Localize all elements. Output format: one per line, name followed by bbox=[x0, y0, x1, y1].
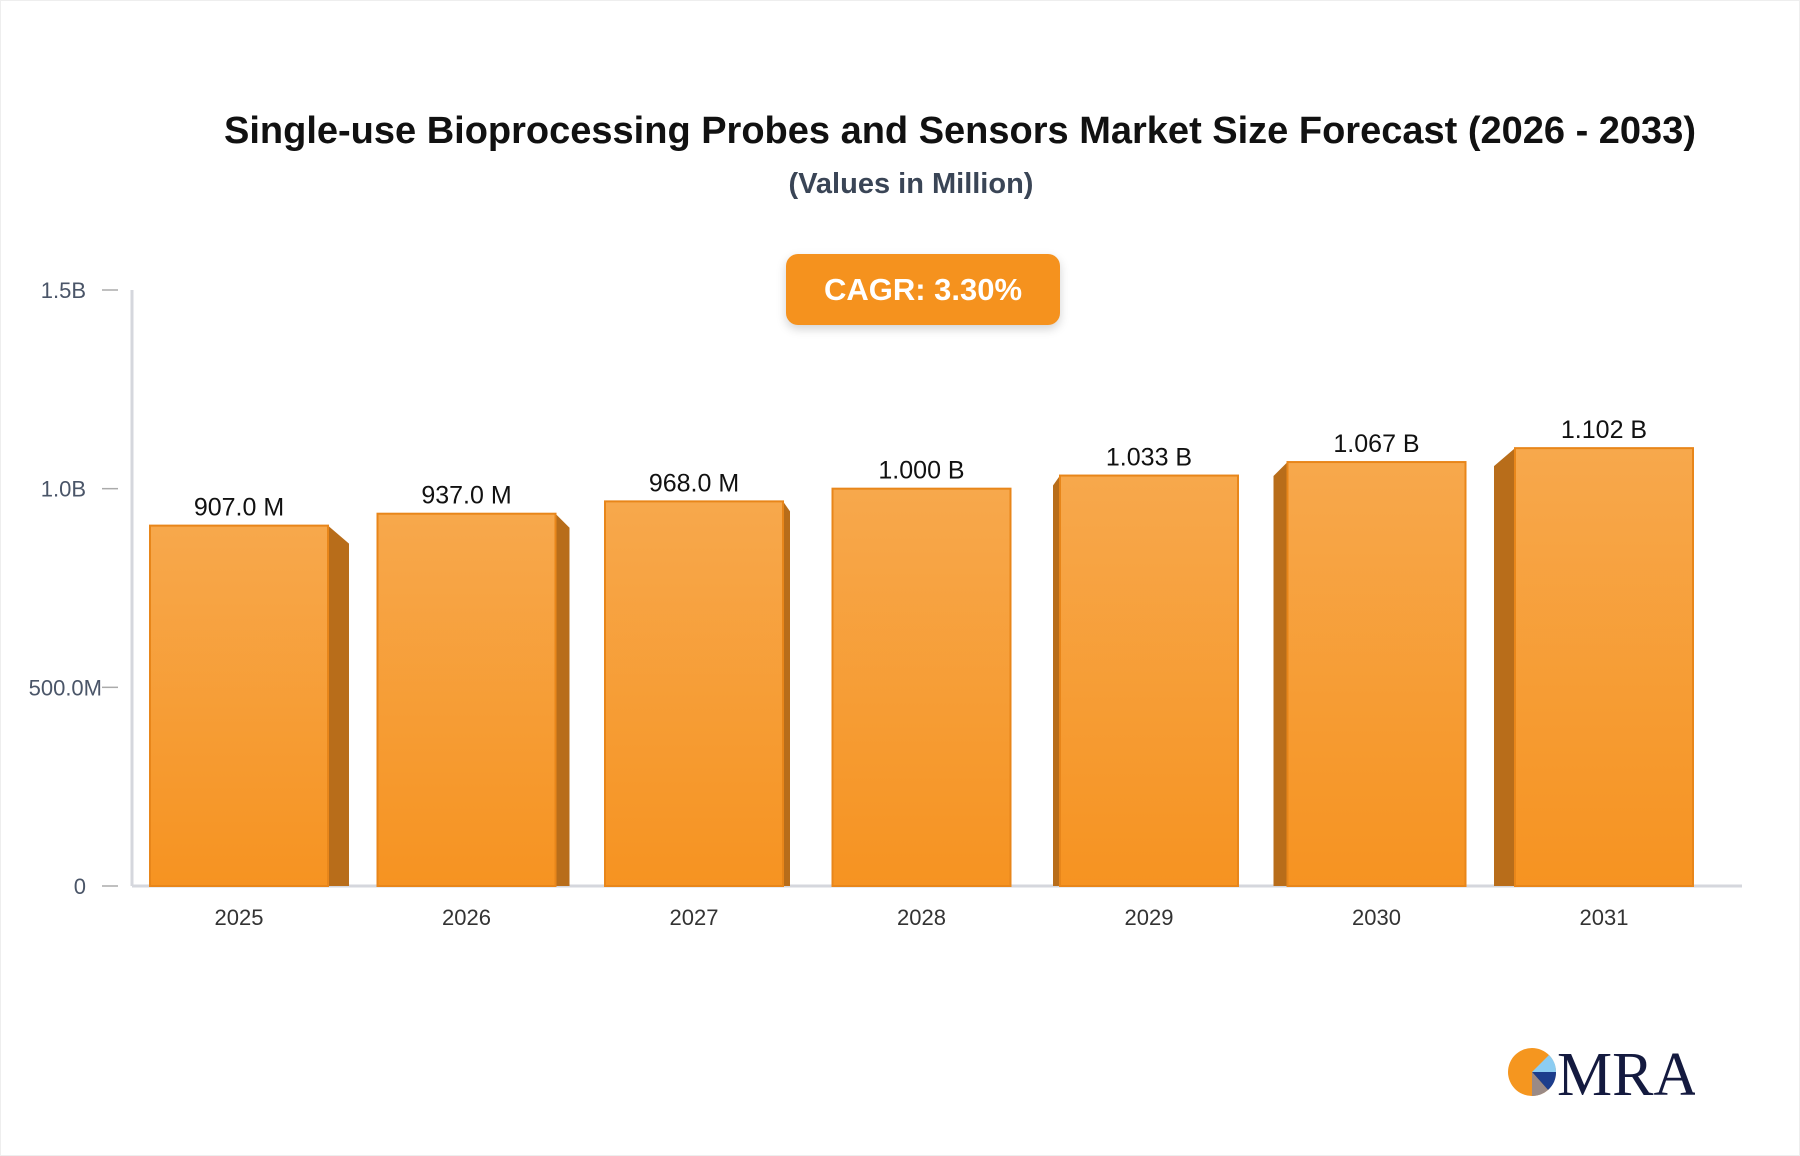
bar bbox=[1514, 447, 1694, 887]
bar bbox=[376, 512, 557, 887]
x-tick-label: 2030 bbox=[1352, 905, 1401, 930]
bar bbox=[1059, 474, 1239, 887]
data-label: 1.000 B bbox=[878, 457, 964, 485]
bar-side bbox=[1053, 475, 1060, 886]
chart-subtitle: (Values in Million) bbox=[788, 168, 1034, 200]
data-label: 1.067 B bbox=[1333, 430, 1419, 458]
bar-side bbox=[555, 513, 570, 886]
x-tick-label: 2028 bbox=[897, 905, 946, 930]
bar bbox=[1286, 461, 1467, 887]
bar-side bbox=[783, 501, 790, 886]
y-tick-label: 500.0M bbox=[29, 675, 102, 700]
y-tick-label: 0 bbox=[74, 874, 86, 899]
logo-text: MRA bbox=[1557, 1041, 1695, 1100]
data-label: 1.102 B bbox=[1561, 416, 1647, 444]
x-tick-label: 2029 bbox=[1125, 905, 1174, 930]
x-tick-label: 2026 bbox=[442, 905, 491, 930]
data-label: 937.0 M bbox=[421, 482, 511, 510]
bar-side bbox=[1273, 462, 1288, 886]
cagr-badge: CAGR: 3.30% bbox=[786, 254, 1060, 325]
mra-logo: MRA bbox=[1508, 1041, 1695, 1100]
bar-side bbox=[1494, 448, 1515, 886]
data-label: 1.033 B bbox=[1106, 444, 1192, 472]
y-tick-label: 1.5B bbox=[41, 278, 86, 303]
data-label: 907.0 M bbox=[194, 494, 284, 522]
bar bbox=[831, 487, 1012, 887]
x-tick-label: 2025 bbox=[215, 905, 264, 930]
chart-title: Single-use Bioprocessing Probes and Sens… bbox=[224, 110, 1696, 152]
x-tick-label: 2027 bbox=[670, 905, 719, 930]
bar-side bbox=[328, 525, 349, 886]
bar bbox=[149, 524, 329, 887]
y-tick-label: 1.0B bbox=[41, 477, 86, 502]
data-label: 968.0 M bbox=[649, 469, 739, 497]
x-tick-label: 2031 bbox=[1580, 905, 1629, 930]
bar bbox=[604, 500, 784, 887]
